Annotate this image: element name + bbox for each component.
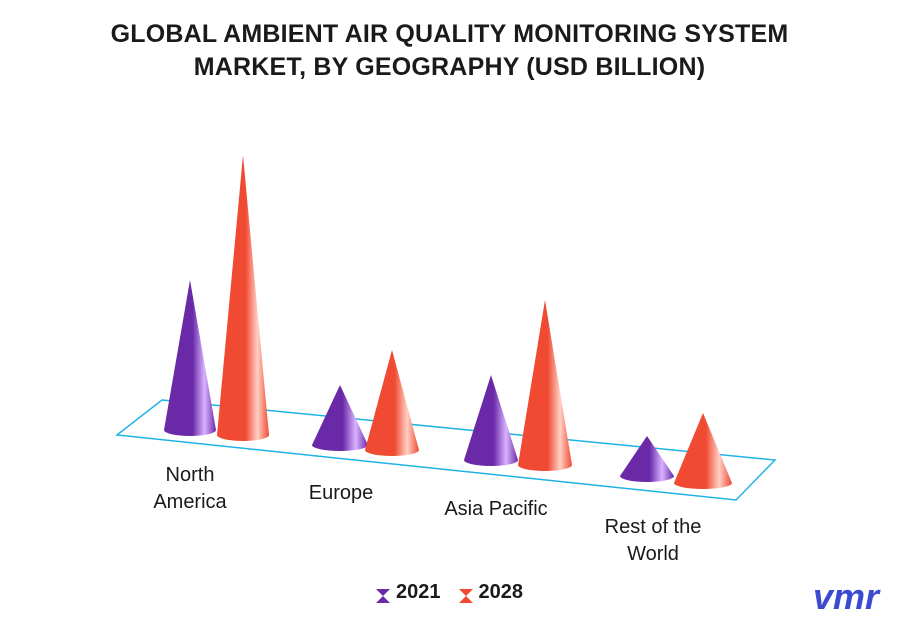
svg-text:vmr: vmr xyxy=(813,581,881,615)
legend-item-2021: 2021 xyxy=(376,581,441,604)
cone-2021-1 xyxy=(312,385,368,451)
cone-2028-0 xyxy=(217,155,269,441)
legend: 2021 2028 xyxy=(0,581,899,604)
legend-label-2021: 2021 xyxy=(396,581,441,603)
legend-label-2028: 2028 xyxy=(478,581,524,603)
vmr-logo: vmr xyxy=(813,576,885,620)
chart-title: GLOBAL AMBIENT AIR QUALITY MONITORING SY… xyxy=(0,18,899,84)
category-label: Europe xyxy=(308,482,374,504)
cone-2028-3 xyxy=(674,413,732,489)
category-label: Asia Pacific xyxy=(444,498,548,520)
cone-2021-0 xyxy=(164,280,216,436)
legend-item-2028: 2028 xyxy=(458,581,524,604)
cone-2021-3 xyxy=(620,436,674,482)
legend-swatch-2028 xyxy=(458,586,473,603)
legend-swatch-2021 xyxy=(376,586,390,603)
category-label: Rest of the World xyxy=(604,516,702,565)
cone-2021-2 xyxy=(464,375,518,466)
cone-2028-1 xyxy=(365,350,419,456)
category-label: North America xyxy=(153,464,227,513)
cone-2028-2 xyxy=(518,300,572,471)
chart-floor xyxy=(115,399,777,501)
title-line-2: MARKET, BY GEOGRAPHY (USD BILLION) xyxy=(193,53,706,81)
title-line-1: GLOBAL AMBIENT AIR QUALITY MONITORING SY… xyxy=(110,20,789,48)
